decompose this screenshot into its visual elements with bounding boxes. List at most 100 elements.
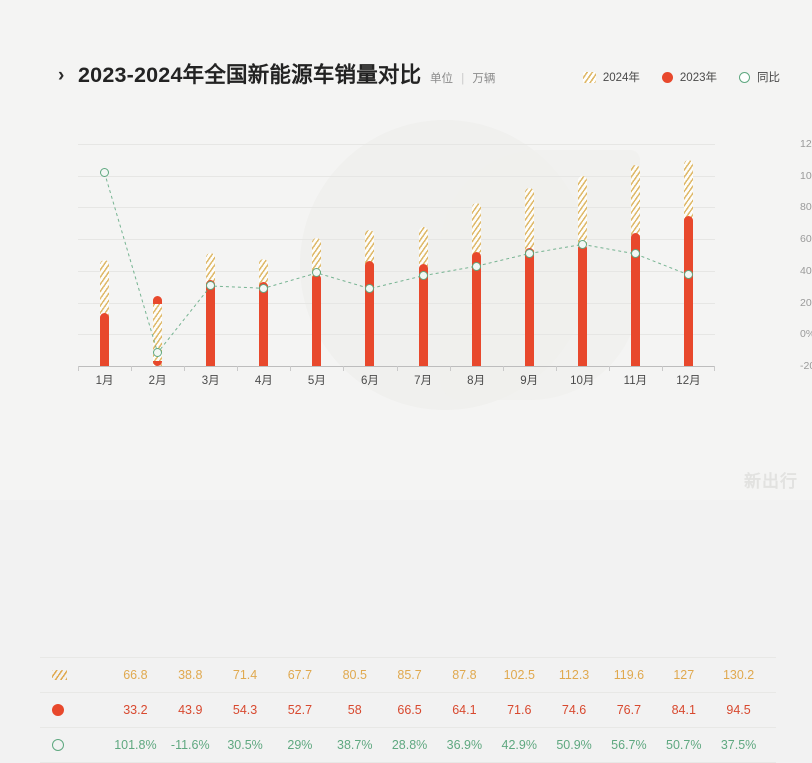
x-axis-tick xyxy=(555,366,557,371)
x-axis-label: 4月 xyxy=(254,375,273,387)
table-cell: 38.7% xyxy=(337,738,373,752)
y2-axis-tick-label: 100% xyxy=(800,169,812,182)
bar-group[interactable] xyxy=(365,144,375,366)
bar-group[interactable] xyxy=(418,144,428,366)
bar-group[interactable] xyxy=(471,144,481,366)
table-cell: 112.3 xyxy=(558,668,590,682)
bar-group[interactable] xyxy=(100,144,110,366)
table-cell: 102.5 xyxy=(503,668,535,682)
table-row: 33.2 43.9 54.3 52.7 58 66.5 64.1 71.6 74.6 76.7 84… xyxy=(40,692,776,727)
watermark-text: 新出行 xyxy=(744,472,798,491)
bar-group[interactable] xyxy=(206,144,216,366)
table-cell: 80.5 xyxy=(342,668,367,682)
table-cell: 36.9% xyxy=(446,738,483,752)
y2-axis-tick-label: 60% xyxy=(800,233,812,246)
bar-2023 xyxy=(577,244,587,366)
x-axis-label: 6月 xyxy=(361,375,379,387)
green-ring-icon xyxy=(739,71,750,83)
table-cell: 43.9 xyxy=(178,703,203,717)
table-cell: 71.4 xyxy=(232,668,258,682)
gridline xyxy=(78,207,715,209)
table-row: 101.8% -11.6% 30.5% 29% 38.7% 28.8% 36.9% 42.9%… xyxy=(40,727,776,763)
chart-page: › 2023-2024年全国新能源车销量对比 单位 | 万辆 2024年 2023… xyxy=(0,63,812,763)
bar-2023 xyxy=(365,260,375,366)
table-cell: 74.6 xyxy=(561,703,587,717)
data-table: 66.8 38.8 71.4 67.7 80.5 85.7 87.8 102.5 112.3 11… xyxy=(40,657,776,763)
gridline xyxy=(78,302,715,304)
x-axis-label: 9月 xyxy=(520,375,539,387)
table-cell: 30.5% xyxy=(227,738,263,752)
bar-group[interactable] xyxy=(683,144,693,366)
x-axis-tick xyxy=(343,366,345,371)
yoy-marker[interactable] xyxy=(153,348,163,358)
x-axis-tick xyxy=(661,366,663,371)
x-axis-label: 3月 xyxy=(201,375,220,387)
x-axis-tick xyxy=(184,366,186,371)
yoy-marker[interactable] xyxy=(206,281,216,291)
yoy-marker[interactable] xyxy=(418,271,428,281)
y2-axis-tick-label: 80% xyxy=(800,201,812,214)
table-cell: 71.6 xyxy=(507,703,532,717)
chart-area: 020406080100120140-20%0%20%40%60%80%100%… xyxy=(0,132,812,387)
bar-2023 xyxy=(259,282,269,366)
yoy-marker[interactable] xyxy=(259,283,269,293)
bar-group[interactable] xyxy=(312,144,322,366)
table-row: 66.8 38.8 71.4 67.7 80.5 85.7 87.8 102.5 112.3 11… xyxy=(40,657,776,692)
hatch-swatch-icon xyxy=(52,670,67,680)
x-axis-tick xyxy=(714,366,715,371)
table-cell: 28.8% xyxy=(391,738,428,752)
yoy-marker[interactable] xyxy=(365,284,375,294)
table-cell: 56.7% xyxy=(611,738,647,752)
yoy-line xyxy=(104,172,689,354)
green-ring-icon xyxy=(52,739,64,751)
unit-value: 万辆 xyxy=(472,73,496,85)
legend-item-2023年[interactable]: 2023年 xyxy=(661,69,717,85)
x-axis-tick xyxy=(131,366,133,371)
x-axis-tick xyxy=(396,366,398,371)
gridline xyxy=(78,239,715,241)
legend-item-同比[interactable]: 同比 xyxy=(739,69,780,85)
unit-label: 单位 xyxy=(430,73,453,85)
table-cell: 50.9% xyxy=(556,738,592,752)
yoy-marker[interactable] xyxy=(100,168,110,178)
yoy-marker[interactable] xyxy=(312,268,322,278)
yoy-marker[interactable] xyxy=(683,270,693,280)
x-axis-tick xyxy=(449,366,451,371)
table-cell: -11.6% xyxy=(170,738,210,752)
legend-label: 同比 xyxy=(757,72,780,84)
table-cell: 64.1 xyxy=(452,703,477,717)
x-axis-label: 2月 xyxy=(148,375,167,387)
bar-group[interactable] xyxy=(577,144,587,366)
table-cell: 85.7 xyxy=(397,668,422,682)
table-cell: 127 xyxy=(673,668,695,682)
bar-2023 xyxy=(100,313,110,366)
y2-axis-tick-label: 20% xyxy=(800,296,812,309)
table-cell: 37.5% xyxy=(720,738,757,752)
x-axis-tick xyxy=(608,366,610,371)
table-cell: 67.7 xyxy=(287,668,313,682)
table-cell: 101.8% xyxy=(114,738,157,752)
gridline xyxy=(78,175,715,177)
x-axis-tick xyxy=(237,366,239,371)
unit-separator: | xyxy=(461,73,465,85)
table-cell: 130.2 xyxy=(722,668,755,682)
yoy-marker[interactable] xyxy=(471,261,481,271)
yoy-marker[interactable] xyxy=(630,249,640,259)
legend-item-2024年[interactable]: 2024年 xyxy=(582,69,640,85)
bar-2023 xyxy=(683,216,693,366)
page-title: 2023-2024年全国新能源车销量对比 xyxy=(78,63,422,87)
bar-2023 xyxy=(524,247,534,366)
chart-legend: 2024年 2023年 同比 xyxy=(582,69,780,85)
chevron-right-icon: › xyxy=(58,65,65,86)
bar-group[interactable] xyxy=(153,144,163,366)
bar-group[interactable] xyxy=(259,144,269,366)
table-cell: 42.9% xyxy=(501,738,537,752)
x-axis-label: 7月 xyxy=(414,375,432,387)
y2-axis-tick-label: -20% xyxy=(800,360,812,372)
y2-axis-tick-label: 120% xyxy=(800,138,812,150)
yoy-marker[interactable] xyxy=(577,239,587,249)
table-cell: 50.7% xyxy=(666,738,702,752)
table-cell: 87.8 xyxy=(452,668,477,682)
yoy-marker[interactable] xyxy=(524,249,534,259)
x-axis-tick xyxy=(290,366,292,371)
